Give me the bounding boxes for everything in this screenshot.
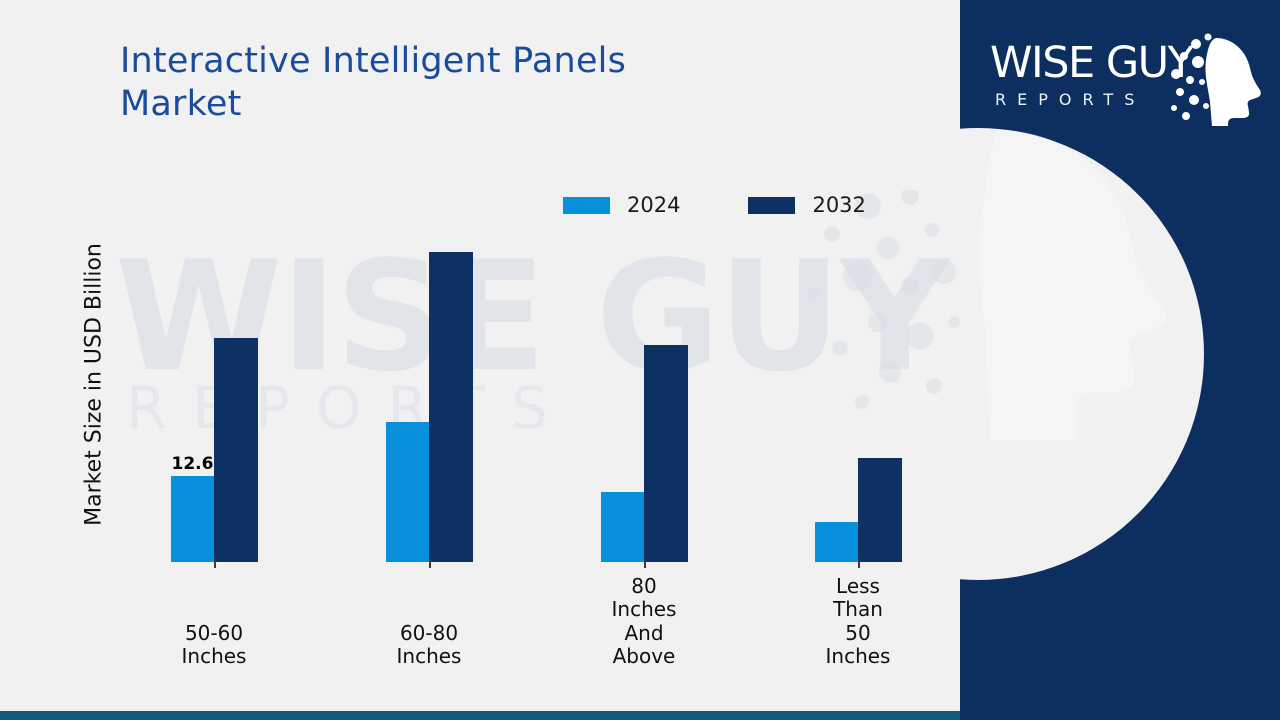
- bar-2024-2[interactable]: [386, 422, 429, 562]
- category-label-3: 80 Inches And Above: [611, 574, 677, 668]
- legend-swatch-2032: [748, 196, 796, 214]
- bar-2024-1[interactable]: 12.6: [171, 454, 214, 562]
- axis-tick-2: [429, 559, 431, 568]
- category-label-2: 60-80 Inches: [396, 620, 462, 668]
- bar-value-label: 12.6: [171, 454, 214, 474]
- chart-legend: 2024 2032: [563, 193, 866, 217]
- logo-subtitle: REPORTS: [995, 90, 1146, 109]
- axis-tick-3: [644, 559, 646, 568]
- legend-swatch-2024: [563, 196, 610, 214]
- bar-2032-4[interactable]: [858, 458, 902, 562]
- logo-wordmark: WISE GUY: [990, 38, 1194, 88]
- legend-label-2024: 2024: [627, 193, 681, 217]
- axis-tick-4: [858, 559, 860, 568]
- page-title: Interactive Intelligent Panels Market: [120, 41, 627, 124]
- bar-2024-3[interactable]: [601, 492, 644, 562]
- bottom-accent-strip: [0, 711, 960, 720]
- brand-logo: WISE GUY REPORTS: [990, 33, 1261, 126]
- bar-2032-2[interactable]: [429, 252, 473, 562]
- legend-item-2032[interactable]: 2032: [748, 193, 866, 217]
- legend-label-2032: 2032: [812, 193, 866, 217]
- plot-area: 12.6 50-60 Inches 60-80 Inches 80 Inches And Abo…: [171, 252, 902, 668]
- dotted-head-profile-icon: [1171, 33, 1261, 126]
- legend-item-2024[interactable]: 2024: [563, 193, 680, 217]
- category-label-4: Less Than 50 Inches: [825, 574, 891, 668]
- axis-tick-1: [214, 559, 216, 568]
- category-label-1: 50-60 Inches: [181, 620, 247, 668]
- bar-2032-1[interactable]: [214, 338, 258, 562]
- bar-2032-3[interactable]: [644, 345, 688, 562]
- brand-panel: [960, 0, 1280, 720]
- bar-2024-4[interactable]: [815, 522, 858, 562]
- head-profile-silhouette-icon: [980, 130, 1167, 440]
